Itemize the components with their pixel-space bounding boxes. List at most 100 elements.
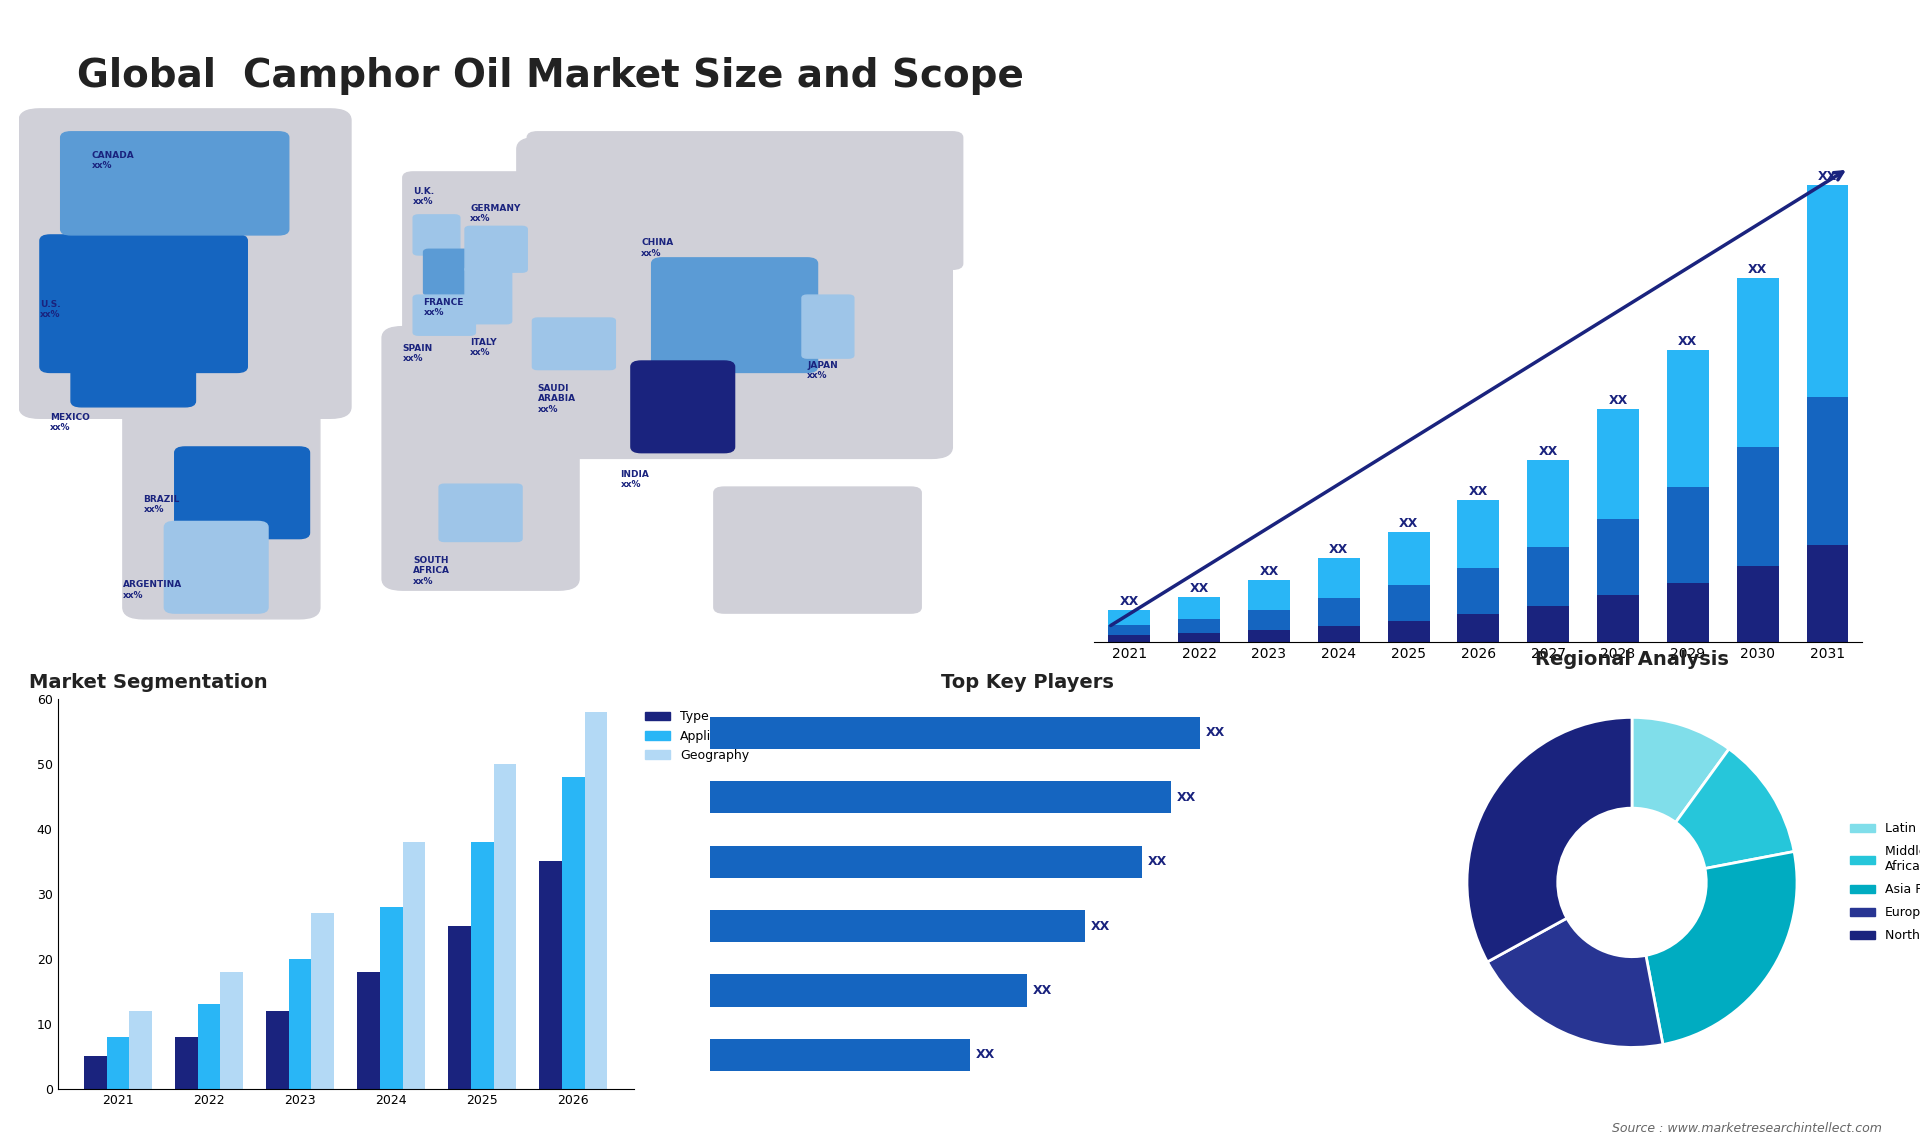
- Text: SOUTH
AFRICA
xx%: SOUTH AFRICA xx%: [413, 556, 449, 586]
- Text: ARGENTINA
xx%: ARGENTINA xx%: [123, 581, 182, 599]
- Text: CHINA
xx%: CHINA xx%: [641, 238, 674, 258]
- Bar: [265, 1011, 288, 1089]
- Bar: [311, 913, 334, 1089]
- Text: XX: XX: [1329, 543, 1348, 556]
- Text: ITALY
xx%: ITALY xx%: [470, 338, 497, 358]
- Text: Market Segmentation: Market Segmentation: [29, 673, 267, 692]
- Bar: [1807, 544, 1849, 642]
- Text: XX: XX: [1190, 582, 1210, 595]
- Text: XX: XX: [1469, 485, 1488, 499]
- FancyBboxPatch shape: [632, 361, 735, 453]
- Wedge shape: [1676, 749, 1793, 869]
- Text: XX: XX: [1148, 855, 1167, 869]
- Bar: [1597, 519, 1640, 595]
- FancyBboxPatch shape: [175, 447, 309, 539]
- Bar: [1457, 567, 1500, 614]
- Bar: [710, 846, 1142, 878]
- Bar: [710, 782, 1171, 814]
- FancyBboxPatch shape: [532, 319, 614, 369]
- FancyBboxPatch shape: [40, 235, 248, 372]
- Bar: [1108, 625, 1150, 635]
- Text: XX: XX: [1538, 445, 1557, 458]
- Text: XX: XX: [1033, 984, 1052, 997]
- Bar: [1597, 409, 1640, 519]
- Text: XX: XX: [1091, 919, 1110, 933]
- Bar: [1248, 630, 1290, 642]
- Bar: [1807, 397, 1849, 544]
- Bar: [1457, 500, 1500, 567]
- Bar: [1388, 532, 1430, 584]
- Bar: [198, 1004, 221, 1089]
- Bar: [1526, 460, 1569, 547]
- Bar: [129, 1011, 152, 1089]
- Text: INDIA
xx%: INDIA xx%: [620, 470, 649, 489]
- Text: XX: XX: [1609, 394, 1628, 407]
- Text: XX: XX: [1400, 517, 1419, 529]
- Bar: [1317, 558, 1359, 598]
- Bar: [563, 777, 586, 1089]
- Bar: [1526, 606, 1569, 642]
- Legend: Type, Application, Geography: Type, Application, Geography: [639, 705, 755, 767]
- Bar: [1108, 635, 1150, 642]
- Bar: [403, 842, 426, 1089]
- Text: CANADA
xx%: CANADA xx%: [92, 151, 134, 170]
- Bar: [1108, 610, 1150, 625]
- Bar: [710, 1038, 970, 1072]
- Bar: [1248, 580, 1290, 610]
- Bar: [175, 1037, 198, 1089]
- Bar: [1388, 584, 1430, 621]
- Bar: [586, 712, 607, 1089]
- Bar: [1248, 610, 1290, 630]
- FancyBboxPatch shape: [19, 109, 351, 418]
- Legend: Latin America, Middle East &
Africa, Asia Pacific, Europe, North America: Latin America, Middle East & Africa, Asi…: [1845, 817, 1920, 948]
- Bar: [1597, 595, 1640, 642]
- FancyBboxPatch shape: [651, 258, 818, 372]
- Bar: [357, 972, 380, 1089]
- FancyBboxPatch shape: [803, 296, 854, 358]
- Text: MEXICO
xx%: MEXICO xx%: [50, 413, 90, 432]
- Bar: [1457, 614, 1500, 642]
- Bar: [380, 906, 403, 1089]
- FancyBboxPatch shape: [516, 138, 952, 458]
- Bar: [1807, 186, 1849, 397]
- Bar: [288, 959, 311, 1089]
- Text: GERMANY
xx%: GERMANY xx%: [470, 204, 520, 223]
- Text: XX: XX: [1818, 171, 1837, 183]
- Bar: [1179, 634, 1219, 642]
- FancyBboxPatch shape: [465, 227, 528, 273]
- Text: SPAIN
xx%: SPAIN xx%: [403, 344, 434, 363]
- Title: Regional Analysis: Regional Analysis: [1536, 650, 1728, 669]
- Bar: [1179, 619, 1219, 634]
- FancyBboxPatch shape: [424, 250, 480, 296]
- FancyBboxPatch shape: [123, 378, 321, 619]
- Text: Source : www.marketresearchintellect.com: Source : www.marketresearchintellect.com: [1611, 1122, 1882, 1135]
- Bar: [1738, 447, 1778, 566]
- Wedge shape: [1467, 717, 1632, 961]
- Bar: [221, 972, 244, 1089]
- Text: U.S.
xx%: U.S. xx%: [40, 300, 61, 319]
- Text: XX: XX: [1206, 727, 1225, 739]
- Bar: [1388, 621, 1430, 642]
- FancyBboxPatch shape: [528, 132, 962, 269]
- Text: XX: XX: [1260, 565, 1279, 578]
- Polygon shape: [1682, 74, 1770, 109]
- FancyBboxPatch shape: [165, 521, 269, 613]
- Bar: [1317, 598, 1359, 626]
- Bar: [493, 764, 516, 1089]
- Title: Top Key Players: Top Key Players: [941, 673, 1114, 692]
- Bar: [470, 842, 493, 1089]
- Text: XX: XX: [1747, 264, 1766, 276]
- Text: U.K.
xx%: U.K. xx%: [413, 187, 434, 206]
- Bar: [84, 1057, 106, 1089]
- Bar: [1179, 597, 1219, 619]
- Text: FRANCE
xx%: FRANCE xx%: [424, 298, 465, 317]
- FancyBboxPatch shape: [465, 267, 511, 323]
- FancyBboxPatch shape: [403, 172, 568, 355]
- Text: XX: XX: [975, 1049, 995, 1061]
- Bar: [1738, 278, 1778, 447]
- FancyBboxPatch shape: [413, 215, 461, 256]
- Bar: [1526, 547, 1569, 606]
- Bar: [540, 862, 563, 1089]
- Text: XX: XX: [1678, 335, 1697, 348]
- Bar: [1738, 566, 1778, 642]
